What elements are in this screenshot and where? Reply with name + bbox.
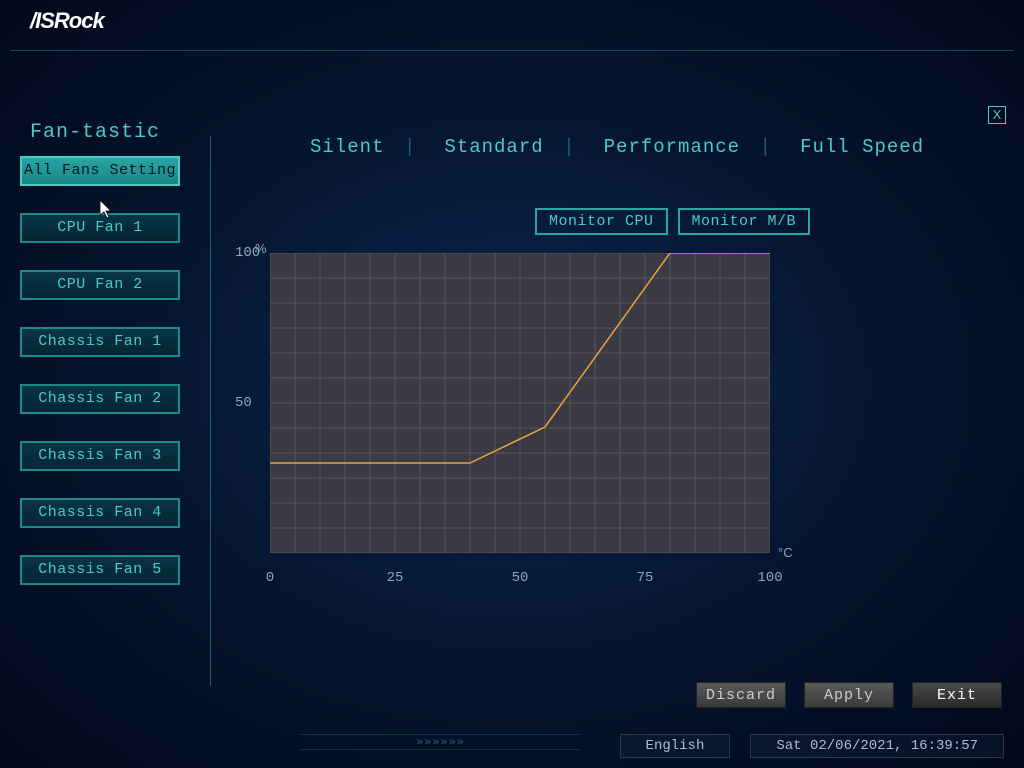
- profile-tab-silent[interactable]: Silent: [280, 136, 414, 158]
- fan-select-1[interactable]: CPU Fan 1: [20, 213, 180, 243]
- fan-select-7[interactable]: Chassis Fan 5: [20, 555, 180, 585]
- page-title: Fan-tastic: [30, 121, 160, 144]
- fan-curve-chart: % °C 501000255075100: [235, 241, 795, 591]
- footer-bar: English Sat 02/06/2021, 16:39:57: [620, 734, 1004, 758]
- content-area: X Fan-tastic All Fans Setting CPU Fan 1 CP…: [10, 50, 1014, 713]
- exit-button[interactable]: Exit: [912, 682, 1002, 708]
- discard-button[interactable]: Discard: [696, 682, 786, 708]
- x-tick: 50: [512, 570, 529, 586]
- monitor-btn-0[interactable]: Monitor CPU: [535, 208, 668, 235]
- brand-logo: /ISRock: [30, 8, 104, 34]
- x-tick: 100: [757, 570, 782, 586]
- x-axis-unit: °C: [778, 545, 793, 560]
- datetime-display: Sat 02/06/2021, 16:39:57: [750, 734, 1004, 758]
- fan-select-0[interactable]: All Fans Setting: [20, 156, 180, 186]
- x-tick: 75: [637, 570, 654, 586]
- x-tick: 0: [266, 570, 274, 586]
- y-tick: 100: [235, 245, 260, 261]
- chart-svg[interactable]: [270, 253, 770, 553]
- fan-select-4[interactable]: Chassis Fan 2: [20, 384, 180, 414]
- profile-tab-standard[interactable]: Standard: [414, 136, 573, 158]
- x-tick: 25: [387, 570, 404, 586]
- monitor-buttons: Monitor CPU Monitor M/B: [535, 208, 810, 235]
- profile-tab-full-speed[interactable]: Full Speed: [770, 136, 954, 158]
- language-selector[interactable]: English: [620, 734, 731, 758]
- profile-tab-performance[interactable]: Performance: [574, 136, 770, 158]
- footer-decoration: »»»»»»: [300, 734, 580, 750]
- fan-select-6[interactable]: Chassis Fan 4: [20, 498, 180, 528]
- apply-button[interactable]: Apply: [804, 682, 894, 708]
- vertical-divider: [210, 136, 211, 686]
- fan-select-5[interactable]: Chassis Fan 3: [20, 441, 180, 471]
- monitor-btn-1[interactable]: Monitor M/B: [678, 208, 811, 235]
- close-button[interactable]: X: [988, 106, 1006, 124]
- fan-sidebar: All Fans Setting CPU Fan 1 CPU Fan 2 Chassi…: [20, 156, 195, 612]
- fan-select-3[interactable]: Chassis Fan 1: [20, 327, 180, 357]
- y-tick: 50: [235, 395, 252, 411]
- fan-select-2[interactable]: CPU Fan 2: [20, 270, 180, 300]
- profile-tabs: SilentStandardPerformanceFull Speed: [280, 136, 954, 158]
- action-buttons: Discard Apply Exit: [696, 682, 1002, 708]
